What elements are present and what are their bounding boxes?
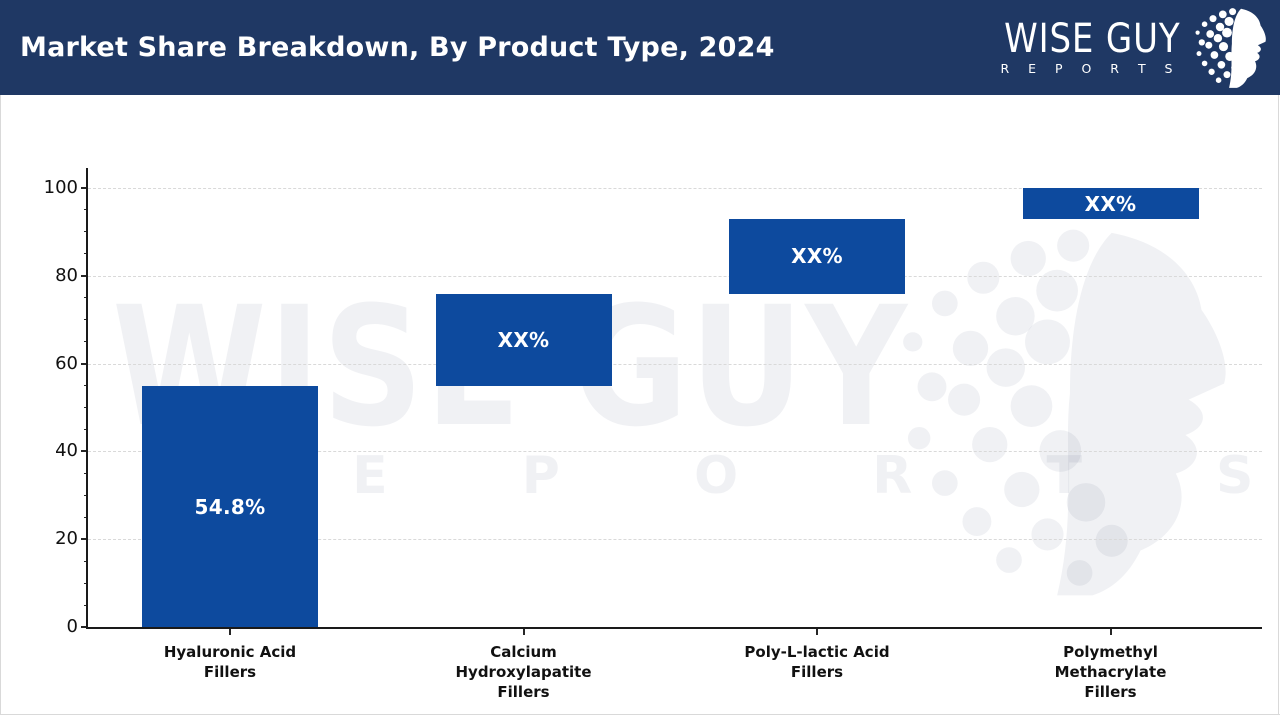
x-axis-category-label: Poly-L-lactic Acid Fillers xyxy=(744,643,890,681)
x-axis-tick xyxy=(1109,629,1112,635)
bar-value-label: 54.8% xyxy=(194,494,266,519)
right-edge-rule xyxy=(1278,95,1279,715)
brand-subtitle: R E P O R T S xyxy=(1000,61,1180,76)
chart-title: Market Share Breakdown, By Product Type,… xyxy=(20,32,775,63)
y-axis-tick-label: 80 xyxy=(55,264,78,286)
y-gridline xyxy=(88,451,1262,453)
waterfall-bar: 54.8% xyxy=(142,386,318,627)
y-axis-spine xyxy=(86,168,88,629)
y-axis-tick-label: 60 xyxy=(55,352,78,374)
x-axis-tick xyxy=(816,629,818,635)
y-gridline xyxy=(88,275,1262,277)
left-edge-rule xyxy=(0,95,1,715)
y-axis-tick-label: 40 xyxy=(55,440,78,462)
y-axis-tick-label: 20 xyxy=(55,528,78,550)
y-axis-tick xyxy=(81,626,88,628)
bar-value-label: XX% xyxy=(791,244,843,269)
x-axis-tick xyxy=(229,629,231,635)
y-gridline xyxy=(88,363,1262,365)
plot-area: WISE GUY R E P O R T S 0 20 40 60 80 100 54.8%… xyxy=(0,95,1280,720)
header-bar: Market Share Breakdown, By Product Type,… xyxy=(0,0,1280,95)
brand-text: WISE GUY R E P O R T S xyxy=(973,19,1180,76)
y-axis-tick xyxy=(81,450,88,453)
bar-value-label: XX% xyxy=(497,328,550,353)
y-gridline xyxy=(88,188,1262,189)
y-axis-tick xyxy=(81,187,88,189)
y-axis-tick xyxy=(81,538,88,541)
brand-logo: WISE GUY R E P O R T S xyxy=(973,6,1280,90)
waterfall-bar: XX% xyxy=(435,293,612,387)
waterfall-bar: XX% xyxy=(729,219,905,294)
y-axis-tick-label: 0 xyxy=(66,616,78,637)
watermark-face-icon xyxy=(903,229,1226,596)
y-axis-tick-label: 100 xyxy=(43,177,78,198)
y-axis-tick xyxy=(81,362,88,365)
y-axis-tick xyxy=(81,274,88,277)
x-axis-category-label: Calcium Hydroxylapatite Fillers xyxy=(455,643,592,701)
bottom-edge-rule xyxy=(0,714,1280,715)
brand-name: WISE GUY xyxy=(1003,16,1180,62)
x-axis-category-label: Polymethyl Methacrylate Fillers xyxy=(1054,643,1167,701)
x-axis-spine xyxy=(86,627,1262,629)
x-axis-category-label: Hyaluronic Acid Fillers xyxy=(163,643,297,681)
y-gridline xyxy=(88,539,1262,541)
x-axis-tick xyxy=(522,629,525,635)
brand-face-icon xyxy=(1195,7,1266,88)
bar-value-label: XX% xyxy=(1084,191,1137,216)
waterfall-bar: XX% xyxy=(1022,188,1199,220)
